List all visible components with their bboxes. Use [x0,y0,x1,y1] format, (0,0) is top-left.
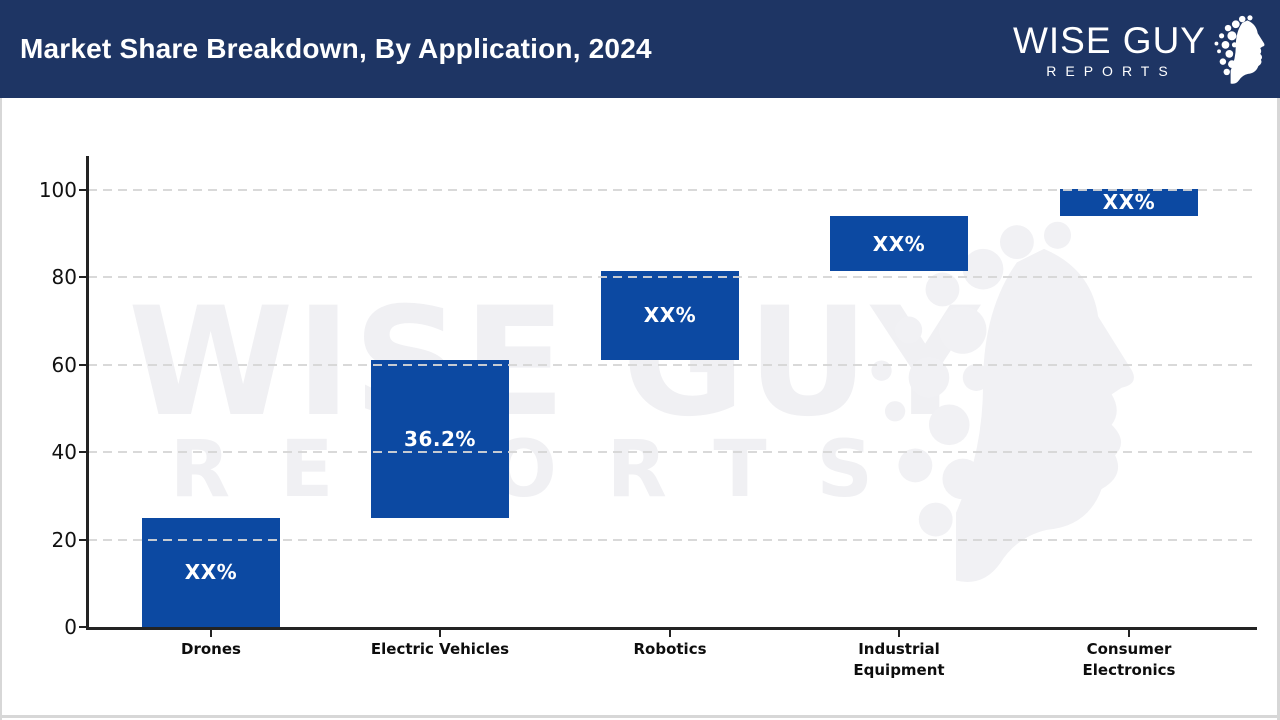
y-axis-tick-label: 80 [51,265,77,290]
frame-border-right [1277,98,1280,720]
y-axis-tick-label: 0 [64,615,77,639]
y-tick-mark [79,189,87,191]
bar: XX% [601,271,739,360]
category-label: Robotics [633,640,707,658]
y-tick-mark [79,451,87,454]
y-tick-mark [79,276,87,279]
x-axis-line [86,627,1257,630]
brand-logo: WISE GUY REPORTS [1008,6,1268,94]
bar-value-label: 36.2% [404,426,476,451]
y-tick-mark [79,538,87,541]
y-axis-tick-label: 40 [51,440,77,465]
watermark-text: WISE GUY [128,276,982,450]
category-label: Drones [181,640,241,658]
x-tick-mark [1128,629,1130,637]
watermark-head-icon [871,221,1134,582]
bar: XX% [142,517,280,627]
bar: XX% [830,215,968,272]
y-tick-mark [79,626,87,628]
brand-name: WISE GUY [1012,20,1206,61]
category-label: Electric Vehicles [370,640,510,658]
brand-logo-text: WISE GUY REPORTS [1012,20,1206,80]
y-tick-mark [79,363,87,366]
bar: XX% [1060,188,1198,216]
y-axis-tick-label: 100 [38,178,77,202]
x-tick-mark [898,629,900,637]
category-label: Industrial Equipment [853,640,945,679]
brand-head-icon [1214,15,1265,84]
frame-border-bottom [0,715,1280,718]
bar-value-label: XX% [184,560,238,585]
bar-value-label: XX% [1102,190,1156,215]
gridline [88,363,1257,366]
bar-value-label: XX% [872,231,926,256]
watermark-subtext: REPORTS [170,425,923,515]
gridline [88,276,1257,279]
x-tick-mark [210,629,212,637]
y-axis-line [86,156,89,629]
gridline [88,189,1257,191]
brand-subtitle: REPORTS [1046,63,1177,79]
y-axis-tick-label: 60 [51,352,77,377]
bar: 36.2% [371,359,509,518]
frame-border-left [0,98,2,720]
x-tick-mark [669,629,671,637]
gridline [88,451,1257,454]
page-title: Market Share Breakdown, By Application, … [20,33,652,64]
x-tick-mark [439,629,441,637]
y-axis-tick-label: 20 [51,527,77,552]
category-label: Consumer Electronics [1082,640,1176,679]
bar-value-label: XX% [643,303,697,328]
header: Market Share Breakdown, By Application, … [0,0,1280,98]
gridline [88,538,1257,541]
